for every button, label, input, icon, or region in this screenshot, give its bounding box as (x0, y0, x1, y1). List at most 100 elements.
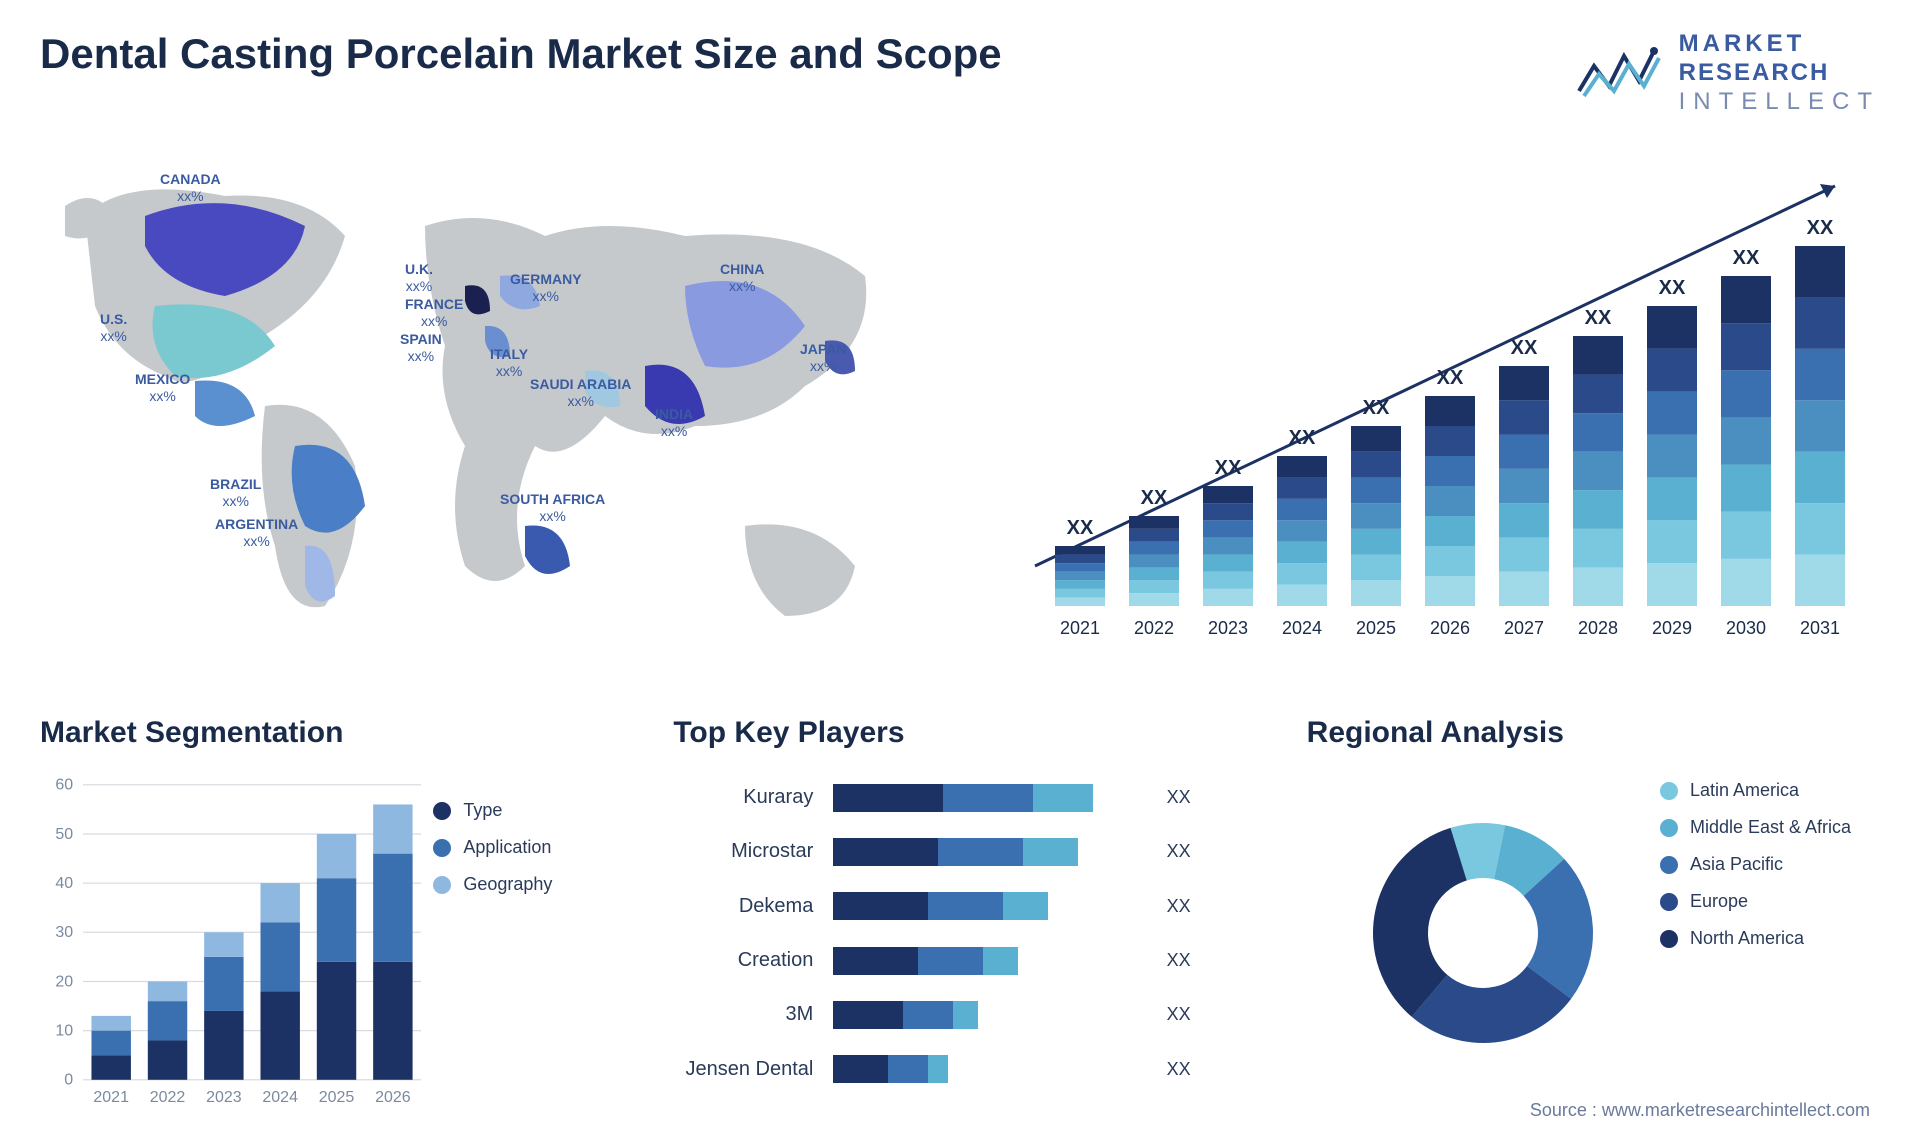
svg-text:0: 0 (64, 1072, 73, 1089)
player-name: Creation (673, 949, 813, 972)
source-footer: Source : www.marketresearchintellect.com (1530, 1100, 1870, 1121)
logo-text-2: RESEARCH (1679, 59, 1880, 88)
map-label-india: INDIAxx% (655, 406, 693, 440)
svg-text:XX: XX (1437, 367, 1464, 389)
player-name: Kuraray (673, 786, 813, 809)
map-label-brazil: BRAZILxx% (210, 476, 261, 510)
player-value: XX (1167, 787, 1207, 808)
player-bar (833, 892, 1146, 920)
player-bar (833, 784, 1146, 812)
map-label-saudiarabia: SAUDI ARABIAxx% (530, 376, 631, 410)
svg-text:2023: 2023 (1208, 618, 1248, 638)
brand-logo: MARKET RESEARCH INTELLECT (1574, 30, 1880, 116)
player-row: Kuraray XX (673, 784, 1206, 812)
svg-text:XX: XX (1807, 217, 1834, 239)
svg-text:2022: 2022 (150, 1089, 186, 1106)
svg-text:XX: XX (1585, 307, 1612, 329)
legend-item: Asia Pacific (1660, 854, 1880, 875)
players-section: Top Key Players KurarayXXMicrostarXXDeke… (673, 716, 1246, 1096)
map-label-china: CHINAxx% (720, 261, 764, 295)
map-label-spain: SPAINxx% (400, 331, 442, 365)
legend-item: Application (433, 837, 613, 858)
player-name: Dekema (673, 895, 813, 918)
svg-text:60: 60 (55, 777, 73, 794)
svg-text:XX: XX (1067, 517, 1094, 539)
player-row: Dekema XX (673, 892, 1206, 920)
regional-legend: Latin AmericaMiddle East & AfricaAsia Pa… (1660, 770, 1880, 1096)
svg-text:2031: 2031 (1800, 618, 1840, 638)
player-bar (833, 947, 1146, 975)
svg-text:2025: 2025 (319, 1089, 355, 1106)
svg-text:XX: XX (1289, 427, 1316, 449)
map-label-southafrica: SOUTH AFRICAxx% (500, 491, 605, 525)
page-title: Dental Casting Porcelain Market Size and… (40, 30, 1002, 78)
map-label-uk: U.K.xx% (405, 261, 433, 295)
map-label-argentina: ARGENTINAxx% (215, 516, 298, 550)
players-title: Top Key Players (673, 716, 1246, 750)
svg-text:10: 10 (55, 1023, 73, 1040)
svg-text:2025: 2025 (1356, 618, 1396, 638)
legend-item: Europe (1660, 891, 1880, 912)
svg-text:30: 30 (55, 925, 73, 942)
player-value: XX (1167, 896, 1207, 917)
legend-item: Geography (433, 874, 613, 895)
regional-title: Regional Analysis (1307, 716, 1880, 750)
segmentation-legend: Type Application Geography (433, 770, 613, 1119)
player-value: XX (1167, 950, 1207, 971)
svg-text:2027: 2027 (1504, 618, 1544, 638)
regional-section: Regional Analysis Latin AmericaMiddle Ea… (1307, 716, 1880, 1096)
player-bar (833, 1001, 1146, 1029)
svg-text:2021: 2021 (93, 1089, 129, 1106)
growth-chart-panel: XX 2021 XX 2022 XX 2023 XX 2024 XX 2025 XX 2026 XX 20… (990, 146, 1880, 666)
world-map (40, 146, 930, 666)
player-row: Jensen Dental XX (673, 1055, 1206, 1083)
svg-text:XX: XX (1141, 487, 1168, 509)
legend-item: Type (433, 800, 613, 821)
logo-text-3: INTELLECT (1679, 88, 1880, 117)
map-label-france: FRANCExx% (405, 296, 463, 330)
map-label-mexico: MEXICOxx% (135, 371, 190, 405)
legend-item: North America (1660, 928, 1880, 949)
svg-text:2023: 2023 (206, 1089, 242, 1106)
legend-item: Latin America (1660, 780, 1880, 801)
map-label-germany: GERMANYxx% (510, 271, 582, 305)
player-bar (833, 838, 1146, 866)
svg-text:2026: 2026 (1430, 618, 1470, 638)
svg-text:XX: XX (1215, 457, 1242, 479)
map-label-canada: CANADAxx% (160, 171, 221, 205)
map-label-italy: ITALYxx% (490, 346, 528, 380)
svg-text:2030: 2030 (1726, 618, 1766, 638)
player-name: 3M (673, 1003, 813, 1026)
players-bar-chart: KurarayXXMicrostarXXDekemaXXCreationXX3M… (673, 770, 1246, 1096)
svg-text:XX: XX (1363, 397, 1390, 419)
map-label-us: U.S.xx% (100, 311, 127, 345)
svg-text:50: 50 (55, 826, 73, 843)
player-row: MicrostarXX (673, 838, 1206, 866)
svg-text:2029: 2029 (1652, 618, 1692, 638)
segmentation-title: Market Segmentation (40, 716, 613, 750)
logo-icon (1574, 46, 1664, 101)
player-value: XX (1167, 841, 1207, 862)
svg-text:2028: 2028 (1578, 618, 1618, 638)
svg-text:XX: XX (1659, 277, 1686, 299)
svg-text:XX: XX (1733, 247, 1760, 269)
svg-text:40: 40 (55, 875, 73, 892)
svg-text:XX: XX (1511, 337, 1538, 359)
svg-text:20: 20 (55, 974, 73, 991)
svg-text:2021: 2021 (1060, 618, 1100, 638)
svg-text:2026: 2026 (375, 1089, 411, 1106)
logo-text-1: MARKET (1679, 30, 1880, 59)
svg-text:2024: 2024 (262, 1089, 298, 1106)
segmentation-section: Market Segmentation 01020304050602021202… (40, 716, 613, 1096)
growth-bar-chart: XX 2021 XX 2022 XX 2023 XX 2024 XX 2025 XX 2026 XX 20… (990, 146, 1880, 666)
map-label-japan: JAPANxx% (800, 341, 846, 375)
player-row: 3M XX (673, 1001, 1206, 1029)
svg-text:2024: 2024 (1282, 618, 1322, 638)
player-value: XX (1167, 1059, 1207, 1080)
player-row: Creation XX (673, 947, 1206, 975)
player-bar (833, 1055, 1146, 1083)
player-name: Jensen Dental (673, 1058, 813, 1081)
regional-donut-chart (1363, 813, 1603, 1053)
svg-text:2022: 2022 (1134, 618, 1174, 638)
player-value: XX (1167, 1004, 1207, 1025)
